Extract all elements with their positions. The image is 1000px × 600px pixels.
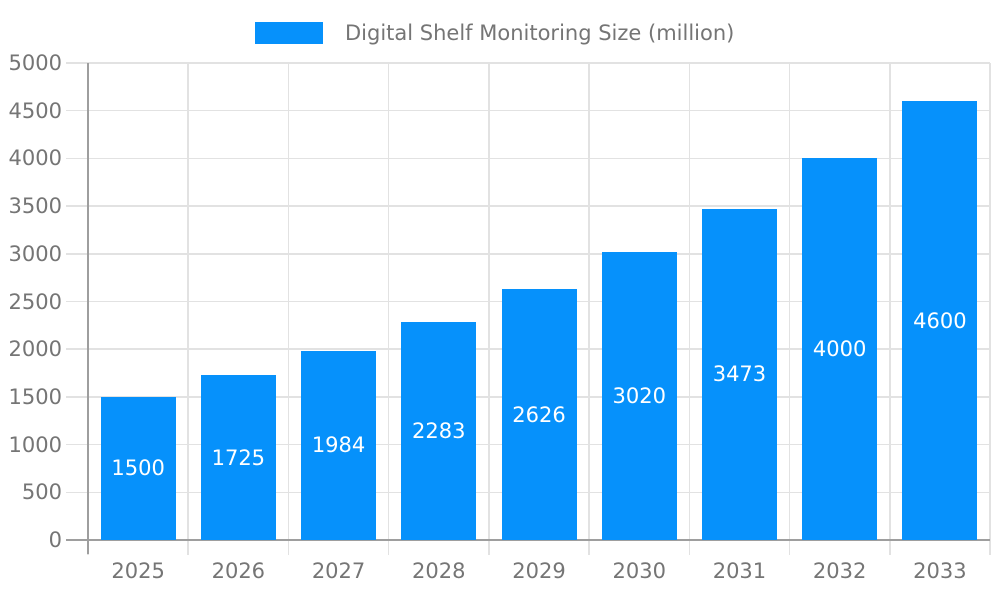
y-axis-tick	[66, 253, 88, 255]
x-axis-tick	[387, 540, 390, 555]
y-axis-tick	[66, 443, 88, 446]
x-axis-label-2025: 2025	[111, 559, 165, 583]
gridline-horizontal	[88, 253, 990, 255]
x-axis-label-2032: 2032	[812, 559, 867, 583]
bar-2032[interactable]: 4000	[802, 158, 878, 540]
y-axis-label: 4000	[8, 146, 62, 171]
legend-swatch-icon	[255, 22, 323, 44]
x-axis-tick	[488, 540, 490, 555]
x-axis-label-2033: 2033	[913, 559, 967, 583]
y-axis-label: 500	[21, 480, 62, 505]
y-axis-tick	[66, 491, 88, 494]
gridline-vertical	[387, 63, 390, 540]
x-axis-label-2027: 2027	[311, 559, 366, 583]
gridline-vertical	[989, 63, 991, 540]
plot-area: 1500 1725 1984 2283 2626 3020 3473 4000 4600	[66, 62, 991, 555]
bar-2028[interactable]: 2283	[401, 322, 477, 540]
gridline-horizontal	[88, 205, 990, 207]
bar-2033[interactable]: 4600	[902, 101, 978, 540]
bar-2031[interactable]: 3473	[701, 208, 777, 540]
bar-value-label: 4000	[812, 337, 867, 362]
y-axis-label: 0	[48, 528, 62, 552]
gridline-vertical	[287, 63, 290, 540]
gridline-vertical	[588, 63, 590, 540]
y-axis-tick	[66, 396, 88, 398]
bar-2026[interactable]: 1725	[200, 375, 276, 540]
x-axis-tick	[588, 540, 590, 555]
gridline-vertical	[187, 63, 189, 540]
bar-2027[interactable]: 1984	[301, 350, 377, 540]
x-axis-tick	[889, 540, 891, 555]
bar-value-label: 3020	[612, 383, 666, 408]
y-axis-label: 3500	[8, 194, 62, 219]
bar-value-label: 1725	[211, 445, 266, 470]
x-axis-label-2031: 2031	[712, 559, 767, 583]
x-axis-tick	[989, 540, 991, 555]
bar-2029[interactable]: 2626	[501, 289, 577, 540]
y-axis-label: 1000	[8, 432, 62, 457]
y-axis-tick	[66, 62, 88, 64]
y-axis-tick	[66, 348, 88, 350]
y-axis-tick	[66, 205, 88, 207]
x-axis-label-2026: 2026	[211, 559, 266, 583]
y-axis-tick	[66, 157, 88, 160]
y-axis-label: 2500	[8, 289, 62, 314]
bar-value-label: 1500	[111, 456, 165, 481]
gridline-horizontal	[88, 109, 990, 112]
x-axis-label-2028: 2028	[412, 559, 466, 583]
x-axis-tick	[187, 540, 189, 555]
y-axis-label: 5000	[8, 51, 62, 75]
x-axis-label-2029: 2029	[512, 559, 566, 583]
x-axis-tick	[788, 540, 791, 555]
y-axis-label: 4500	[8, 98, 62, 123]
legend-label: Digital Shelf Monitoring Size (million)	[345, 21, 735, 45]
bar-2025[interactable]: 1500	[100, 396, 176, 540]
x-axis-label-2030: 2030	[612, 559, 666, 583]
y-axis-label: 2000	[8, 337, 62, 362]
y-axis-label: 3000	[8, 241, 62, 266]
y-axis-tick	[66, 109, 88, 112]
gridline-vertical	[788, 63, 791, 540]
chart-legend-item[interactable]: Digital Shelf Monitoring Size (million)	[255, 21, 734, 45]
x-axis-line	[66, 539, 990, 541]
x-axis-tick	[287, 540, 290, 555]
y-axis-label: 1500	[8, 384, 62, 409]
bar-value-label: 3473	[712, 362, 767, 387]
y-axis-tick	[66, 300, 88, 303]
bar-value-label: 2626	[512, 402, 566, 427]
gridline-horizontal	[88, 157, 990, 160]
gridline-vertical	[488, 63, 490, 540]
gridline-vertical	[889, 63, 891, 540]
y-axis-line	[87, 63, 89, 554]
bar-value-label: 2283	[412, 419, 466, 444]
bar-value-label: 1984	[311, 433, 366, 458]
gridline-vertical	[688, 63, 691, 540]
bar-value-label: 4600	[913, 308, 967, 333]
x-axis-tick	[688, 540, 691, 555]
gridline-horizontal	[88, 62, 990, 64]
bar-2030[interactable]: 3020	[601, 251, 677, 540]
